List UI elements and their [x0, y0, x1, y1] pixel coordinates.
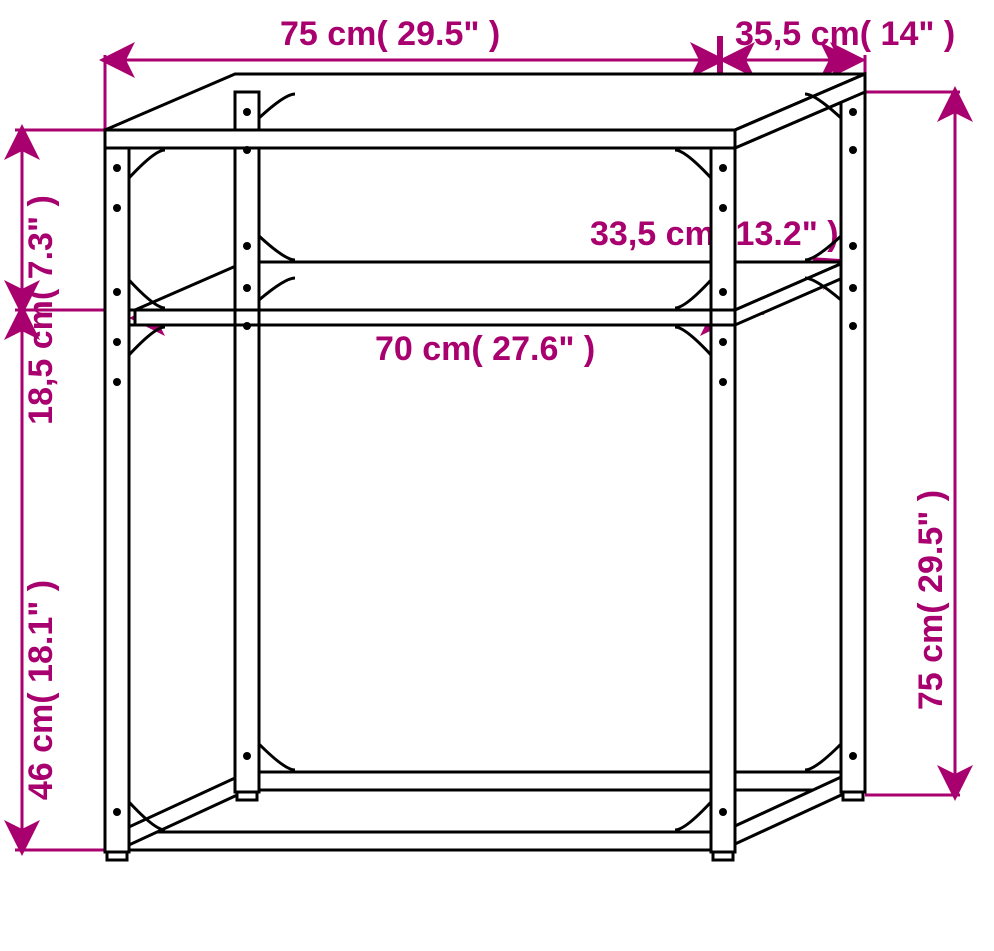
legs	[105, 92, 865, 860]
furniture-outline	[105, 74, 865, 860]
bottom-stretchers	[118, 772, 852, 850]
label-width-top: 75 cm( 29.5" )	[280, 15, 500, 53]
furniture-dimension-diagram: 75 cm( 29.5" ) 35,5 cm( 14" ) 33,5 cm( 1…	[0, 0, 994, 951]
label-height-lower: 46 cm( 18.1" )	[22, 580, 60, 800]
dimension-annotations	[15, 55, 960, 850]
label-height-total: 75 cm( 29.5" )	[912, 490, 950, 710]
label-shelf-width: 70 cm( 27.6" )	[375, 330, 595, 368]
label-depth-top: 35,5 cm( 14" )	[735, 15, 955, 53]
label-height-upper: 18,5 cm( 7.3" )	[22, 195, 60, 425]
